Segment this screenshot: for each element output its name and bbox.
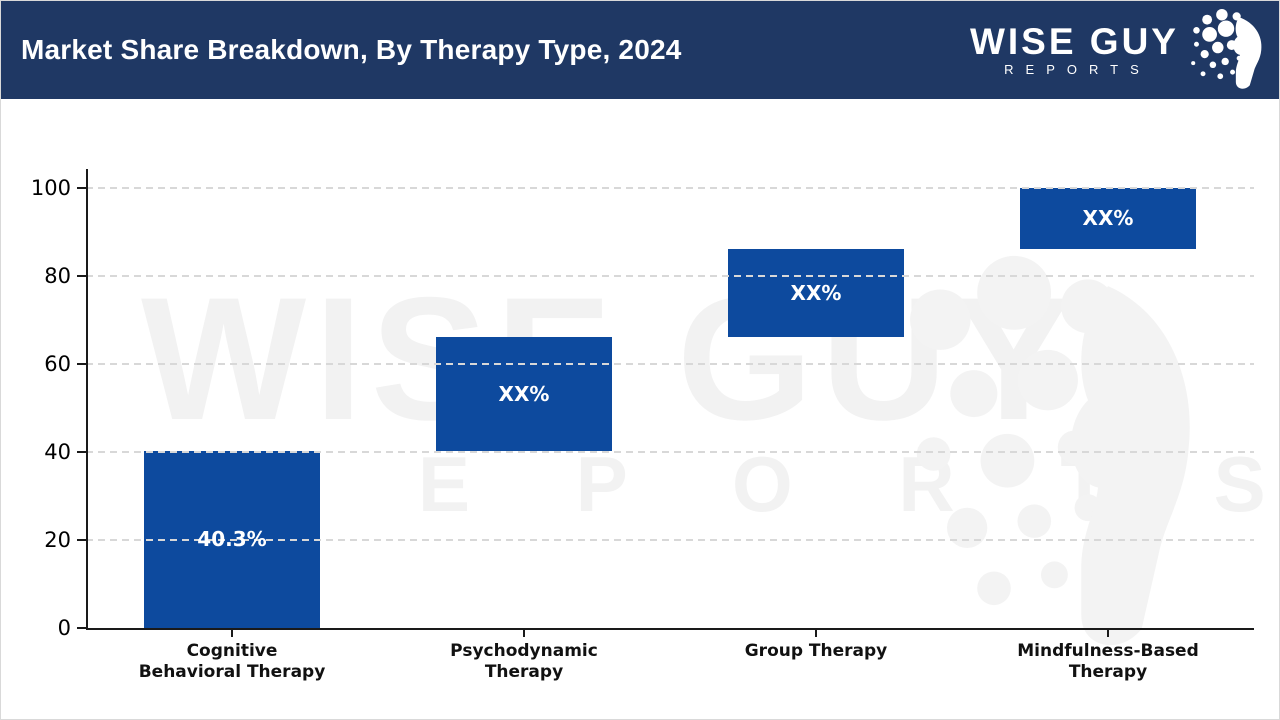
y-tick-label: 40 [44,440,71,464]
x-tick-label-line: Mindfulness-Based [1017,641,1199,661]
y-tick-label: 60 [44,352,71,376]
x-axis-tick [523,630,525,637]
grid-line [86,451,1254,453]
logo-subtitle: REPORTS [1004,61,1151,77]
bar [436,336,612,451]
bar-value-label: 40.3% [197,527,267,552]
logo-text: WISE GUY REPORTS [969,20,1179,78]
x-tick-label-line: Group Therapy [744,641,888,661]
x-tick-label-line: Behavioral Therapy [138,662,326,682]
x-tick-label: Group Therapy [745,641,888,662]
y-tick-label: 80 [44,264,71,288]
grid-line [86,275,1254,277]
grid-line [86,187,1254,189]
page-title: Market Share Breakdown, By Therapy Type,… [21,34,682,65]
bar-value-label: XX% [498,381,550,406]
y-tick-label: 20 [44,528,71,552]
x-axis-tick [1107,630,1109,637]
x-axis-tick [231,630,233,637]
grid-line [86,363,1254,365]
x-axis-tick [815,630,817,637]
y-axis-tick [77,539,86,541]
header: Market Share Breakdown, By Therapy Type,… [1,1,1279,99]
x-tick-label-line: Therapy [1068,662,1148,682]
y-axis-tick [77,275,86,277]
y-axis-tick [77,627,86,629]
x-tick-label: Mindfulness-Based Therapy [1017,641,1199,683]
watermark-head-icon [910,255,1190,646]
bar [728,248,904,337]
y-axis-tick [77,187,86,189]
x-axis-line [86,628,1254,630]
x-tick-label: Cognitive Behavioral Therapy [139,641,326,683]
x-tick-label-line: Therapy [484,662,564,682]
bar-value-label: XX% [790,280,842,305]
bar-value-label: XX% [1082,206,1134,231]
x-tick-label: Psychodynamic Therapy [450,641,598,683]
y-axis-tick [77,451,86,453]
bar [1020,188,1196,249]
grid-line [86,539,1254,541]
y-tick-label: 100 [30,176,71,200]
x-tick-label-line: Cognitive [186,641,278,661]
y-tick-label: 0 [57,616,71,640]
wiseguy-logo: WISE GUY REPORTS [970,8,1267,92]
y-axis-tick [77,363,86,365]
chart: WISE GUY R E P O R T S 0 20 40 60 80 100 40.3%… [1,99,1279,719]
logo-wordmark: WISE GUY [969,20,1179,62]
logo-head-icon [1191,9,1262,89]
x-tick-label-line: Psychodynamic [450,641,598,661]
y-axis-line [86,169,88,630]
